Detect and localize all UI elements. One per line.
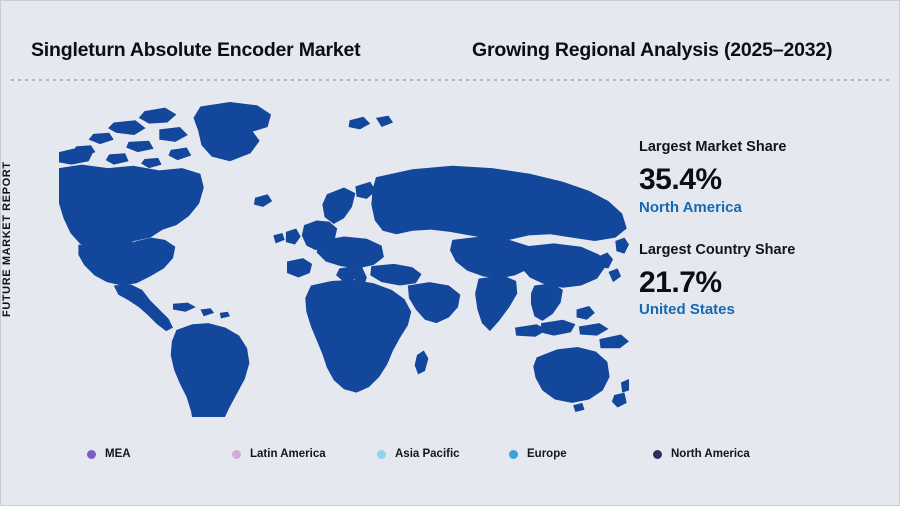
world-map [59,97,629,417]
map-landmasses [59,101,629,417]
legend-dot-icon [232,449,241,459]
legend-dot-icon [653,449,662,459]
stat-region: North America [639,198,742,216]
header-divider [11,79,889,81]
stat-region: United States [639,301,735,318]
legend-dot-icon [377,449,386,459]
legend-dot-icon [509,449,518,459]
header-subtitle: Growing Regional Analysis (2025–2032) [472,39,833,61]
legend-label: Europe [527,448,567,460]
legend-label: North America [671,448,750,460]
page-title: Singleturn Absolute Encoder Market [31,39,361,61]
brand-watermark-label: FUTURE MARKET REPORT [1,161,13,317]
stat-label: Largest Market Share [639,139,787,155]
legend-label: Asia Pacific [395,448,460,460]
stat-value: 35.4% [639,163,722,196]
legend-item-europe: Europe [509,448,567,460]
legend-item-asia-pacific: Asia Pacific [377,448,460,460]
stat-block-market-share: Largest Market Share 35.4% North America [639,139,879,216]
legend-item-latin-america: Latin America [232,448,326,460]
legend-item-mea: MEA [87,448,131,460]
stats-panel: Largest Market Share 35.4% North America… [639,139,879,344]
stat-value: 21.7% [639,265,722,299]
map-legend: MEA Latin America Asia Pacific Europe No… [87,448,787,468]
legend-dot-icon [87,449,96,459]
header: Singleturn Absolute Encoder Market Growi… [1,1,899,81]
stat-block-country-share: Largest Country Share 21.7% United State… [639,242,879,319]
legend-item-north-america: North America [653,448,750,460]
stat-label: Largest Country Share [639,241,796,258]
world-map-svg [59,101,629,417]
legend-label: MEA [105,448,131,460]
legend-label: Latin America [250,448,326,460]
